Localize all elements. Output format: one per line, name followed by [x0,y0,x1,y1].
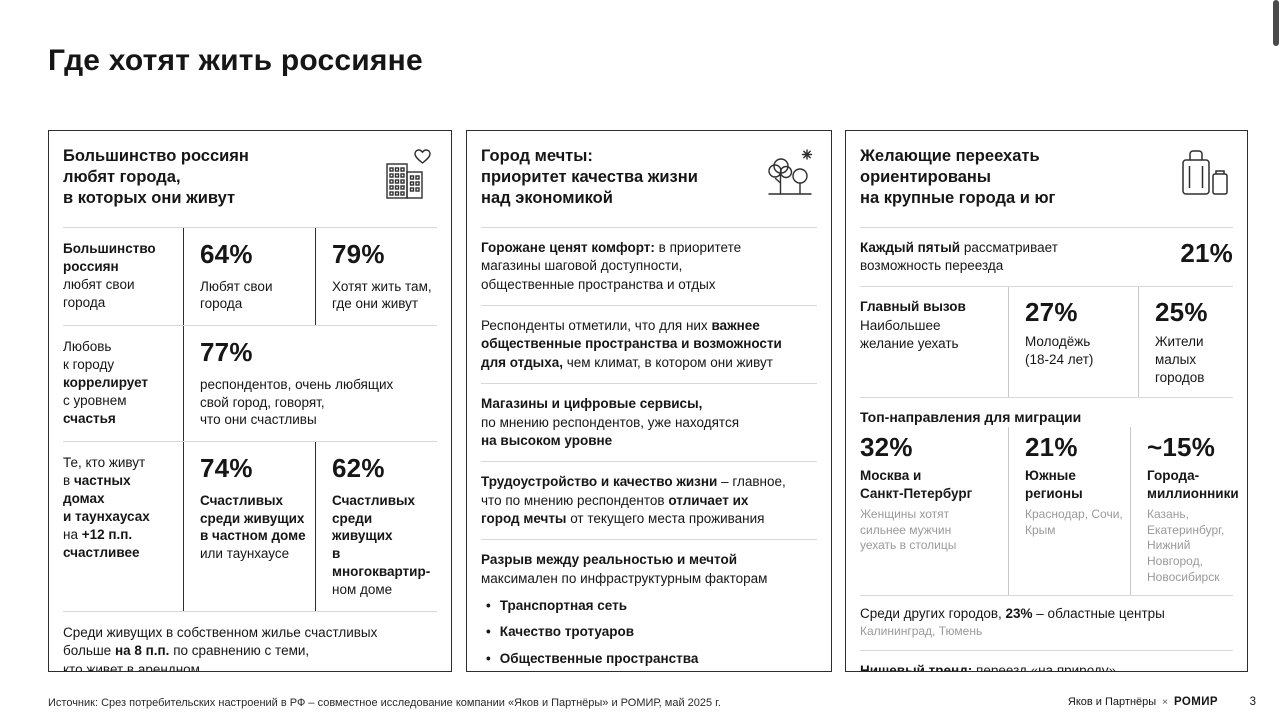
stat-cell: 64% Любят свои города [183,228,315,326]
scrollbar[interactable] [1272,0,1280,720]
card-relocation: Желающие переехать ориентированы на круп… [845,130,1248,672]
stat-cell: 25% Жители малых городов [1138,287,1233,398]
card-header: Желающие переехать ориентированы на круп… [860,131,1233,228]
scrollbar-thumb[interactable] [1273,0,1279,46]
bullet-item: • Качество тротуаров [481,623,817,641]
page-title: Где хотят жить россияне [48,44,423,77]
brand-romir: РОМИР [1174,696,1218,708]
buildings-heart-icon [381,146,437,202]
stat-value: 32% [860,432,913,463]
paragraph: Горожане ценят комфорт: в приоритете маг… [481,228,817,307]
stat-cell: 21% Южные регионы Краснодар, Сочи, Крым [1008,427,1130,596]
brand-logos: Яков и Партнёры × РОМИР [1068,696,1218,708]
migration-section: Топ-направления для миграции 32% Москва … [860,398,1239,597]
paragraph: Магазины и цифровые сервисы, по мнению р… [481,384,817,463]
stat-row: Каждый пятый рассматривает возможность п… [860,228,1233,288]
card-footnote: Среди живущих в собственном жилье счастл… [63,624,378,672]
stat-row: Те, кто живут в частных домах и таунхаус… [63,442,437,612]
page-number: 3 [1249,696,1256,708]
stat-value: 62% [332,453,385,484]
card-header: Город мечты: приоритет качества жизни на… [481,131,817,228]
section-heading: Топ-направления для миграции [860,409,1082,426]
stat-caption: Хотят жить там, где они живут [332,278,432,312]
paragraph: Разрыв между реальностью и мечтой максим… [481,540,817,671]
stat-row-label: Главный вызов Наибольшее желание уехать [860,299,966,351]
stat-value: 21% [1180,238,1233,268]
card-title: Большинство россиян любят города, в кото… [63,147,249,207]
stat-cell: 32% Москва и Санкт-Петербург Женщины хот… [860,427,1008,595]
stat-caption: Жители малых городов [1155,334,1205,385]
stat-row: Большинство россиян любят свои города 64… [63,228,437,327]
stat-cell: 79% Хотят жить там, где они живут [315,228,437,326]
stat-row: Главный вызов Наибольшее желание уехать … [860,287,1233,399]
card-footnote: Нишевый тренд: переезд «на природу» боле… [860,662,1117,672]
stat-cell: 74% Счастливых среди живущих в частном д… [183,442,315,611]
stat-name: Южные регионы [1025,468,1083,501]
bullet-list: • Транспортная сеть • Качество тротуаров… [481,597,817,668]
stat-note: Краснодар, Сочи, Крым [1025,507,1123,537]
bullet-label: Общественные пространства [499,650,699,666]
bullet-label: Качество тротуаров [499,624,635,640]
stat-name: Москва и Санкт-Петербург [860,468,973,501]
card-city-love: Большинство россиян любят города, в кото… [48,130,452,672]
bullet-item: • Общественные пространства [481,650,817,668]
stat-value: 79% [332,239,385,269]
bullet-item: • Транспортная сеть [481,597,817,615]
other-cities-row: Среди других городов, 23% – областные це… [860,596,1233,651]
stat-cell: 27% Молодёжь (18-24 лет) [1008,287,1138,398]
bullet-label: Транспортная сеть [499,598,628,614]
stat-note: Казань, Екатеринбург, Нижний Новгород, Н… [1147,507,1225,584]
stat-row-label: Большинство россиян любят свои города [63,241,156,310]
source-note: Источник: Срез потребительских настроени… [48,697,721,709]
stat-caption: Любят свои города [200,278,273,312]
luggage-icon [1175,146,1233,200]
stat-row-label: Те, кто живут в частных домах и таунхаус… [63,455,150,561]
park-trees-icon [763,146,817,200]
card-title: Город мечты: приоритет качества жизни на… [481,147,698,207]
stat-value: 77% [200,337,253,368]
card-title: Желающие переехать ориентированы на круп… [860,147,1056,207]
stat-caption: Молодёжь (18-24 лет) [1025,334,1094,367]
bullet-icon: • [486,598,491,614]
bullet-icon: • [486,650,491,666]
stat-value: 27% [1025,297,1078,328]
stat-value: ~15% [1147,432,1216,463]
card-header: Большинство россиян любят города, в кото… [63,131,437,228]
stat-row-label: Каждый пятый рассматривает возможность п… [860,240,1058,274]
stat-note: Женщины хотят сильнее мужчин уехать в ст… [860,507,957,553]
bullet-icon: • [486,624,491,640]
stat-row-label: Среди других городов, 23% – областные це… [860,606,1165,622]
stat-row-label: Любовь к городу коррелирует с уровнем сч… [63,339,149,427]
stat-row: Любовь к городу коррелирует с уровнем сч… [63,326,437,443]
paragraph-intro: Разрыв между реальностью и мечтой максим… [481,552,768,586]
paragraph: Трудоустройство и качество жизни – главн… [481,462,817,541]
brand-yakov: Яков и Партнёры [1067,696,1157,708]
stat-value: 74% [200,453,253,484]
stat-cell: 77% респондентов, очень любящих свой гор… [183,326,437,442]
card-dream-city: Город мечты: приоритет качества жизни на… [466,130,832,672]
stat-note: Калининград, Тюмень [860,624,983,639]
stat-value: 21% [1025,432,1078,463]
stat-cell: 62% Счастливых среди живущих в многоквар… [315,442,437,611]
brand-separator: × [1162,697,1169,708]
stat-caption: Счастливых среди живущих в частном доме … [200,492,306,562]
stat-cell: ~15% Города- миллионники Казань, Екатери… [1130,427,1245,596]
stat-caption: Счастливых среди живущих в многоквартир-… [332,492,431,597]
paragraph: Респонденты отметили, что для них важнее… [481,306,817,385]
stat-name: Города- миллионники [1147,468,1239,501]
stat-caption: респондентов, очень любящих свой город, … [200,376,394,428]
stat-value: 25% [1155,297,1208,328]
migration-columns: 32% Москва и Санкт-Петербург Женщины хот… [860,427,1239,596]
stat-value: 64% [200,239,253,269]
